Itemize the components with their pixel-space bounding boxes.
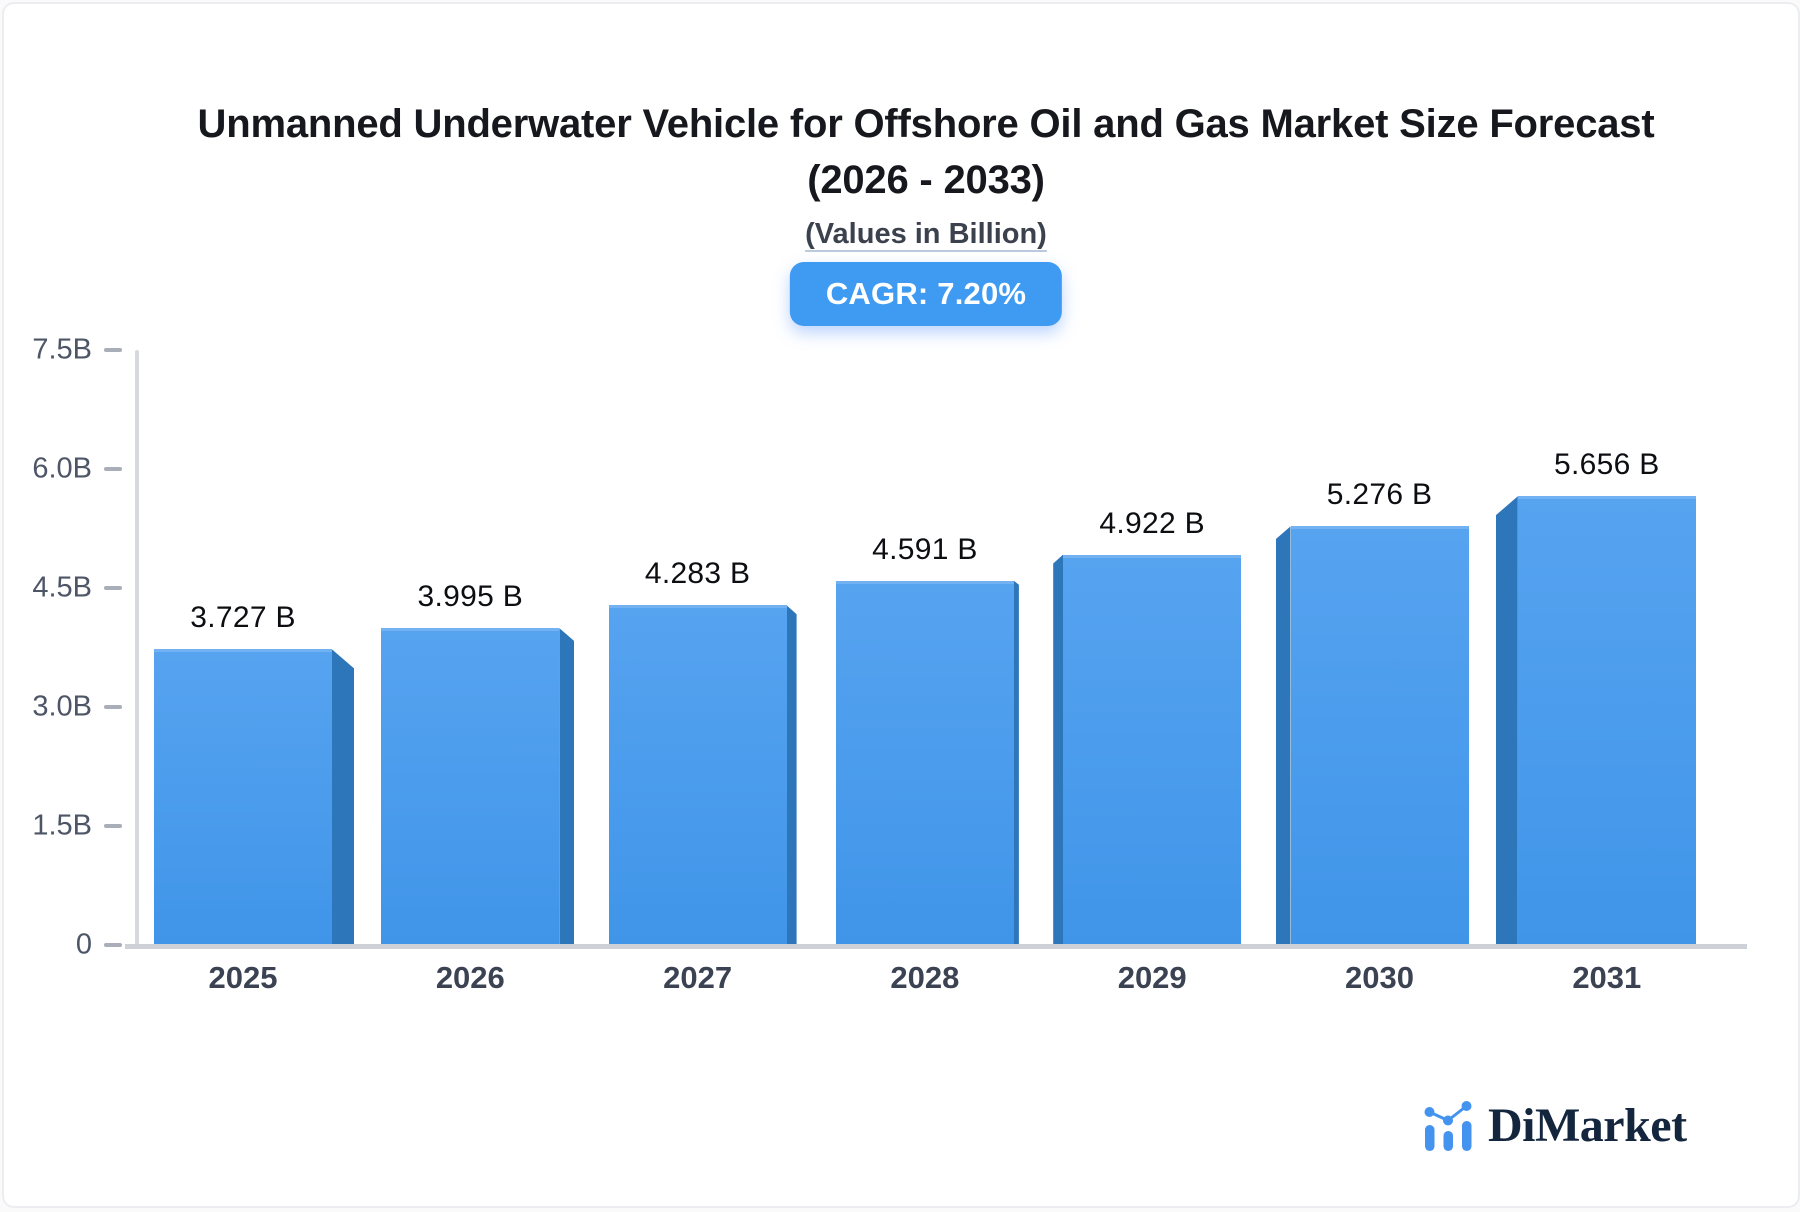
y-tick-label: 0 — [75, 928, 92, 961]
cagr-badge: CAGR: 7.20% — [789, 262, 1063, 326]
y-tick-label: 3.0B — [32, 690, 92, 723]
y-tick-mark — [104, 348, 122, 352]
logo-text: DiMarket — [1488, 1099, 1687, 1152]
bar-value-label: 5.276 B — [1326, 478, 1433, 512]
y-tick-mark — [104, 467, 122, 471]
x-axis-label: 2030 — [1345, 960, 1414, 995]
bar-side-face — [332, 649, 354, 944]
y-tick-mark — [104, 705, 122, 709]
bar-value-label: 3.727 B — [190, 601, 296, 635]
x-axis-label: 2031 — [1572, 960, 1642, 995]
bar-side-face — [1053, 554, 1064, 944]
chart-title-line1: Unmanned Underwater Vehicle for Offshore… — [197, 102, 1655, 146]
x-axis-line — [125, 944, 1747, 949]
y-tick-label: 1.5B — [32, 809, 92, 842]
bar-chart: 7.5B 6.0B 4.5B 3.0B 1.5B 0 3.727 B 2025 3.995 B 2… — [4, 4, 1798, 1206]
y-tick-mark — [104, 586, 122, 590]
bar-value-label: 4.283 B — [644, 557, 751, 591]
bar-2031[interactable] — [1517, 496, 1696, 944]
bar-side-face — [1013, 580, 1019, 944]
bar-side-face — [559, 628, 575, 944]
x-axis-label: 2028 — [890, 960, 960, 995]
bar-value-label: 3.995 B — [417, 580, 524, 614]
y-tick-mark — [104, 943, 122, 947]
bar-2025[interactable] — [154, 649, 332, 944]
x-axis-label: 2029 — [1117, 960, 1187, 995]
bar-value-label: 4.922 B — [1099, 506, 1205, 540]
bar-value-label: 5.656 B — [1554, 448, 1660, 482]
dimarket-logo: DiMarket — [1424, 1098, 1687, 1152]
y-tick-label: 6.0B — [32, 452, 92, 485]
bar-side-face — [786, 605, 797, 944]
bar-value-label: 4.591 B — [872, 532, 978, 566]
bar-2027[interactable] — [608, 605, 787, 944]
bar-2026[interactable] — [381, 628, 560, 944]
y-tick-label: 4.5B — [32, 571, 92, 604]
bar-2028[interactable] — [835, 580, 1014, 944]
mini-bar-chart-icon — [1424, 1101, 1472, 1151]
bar-side-face — [1495, 496, 1518, 944]
y-tick-label: 7.5B — [32, 333, 92, 366]
y-axis-line — [135, 350, 139, 946]
x-axis-label: 2025 — [208, 960, 278, 995]
bar-side-face — [1275, 526, 1291, 944]
chart-title-line2: (2026 - 2033) — [807, 158, 1045, 202]
bar-2030[interactable] — [1290, 526, 1469, 944]
x-axis-label: 2026 — [435, 960, 505, 995]
bar-2029[interactable] — [1063, 554, 1242, 944]
y-tick-mark — [104, 824, 122, 828]
x-axis-label: 2027 — [663, 960, 733, 995]
chart-subtitle: (Values in Billion) — [805, 218, 1047, 250]
chart-header: Unmanned Underwater Vehicle for Offshore… — [139, 96, 1713, 251]
